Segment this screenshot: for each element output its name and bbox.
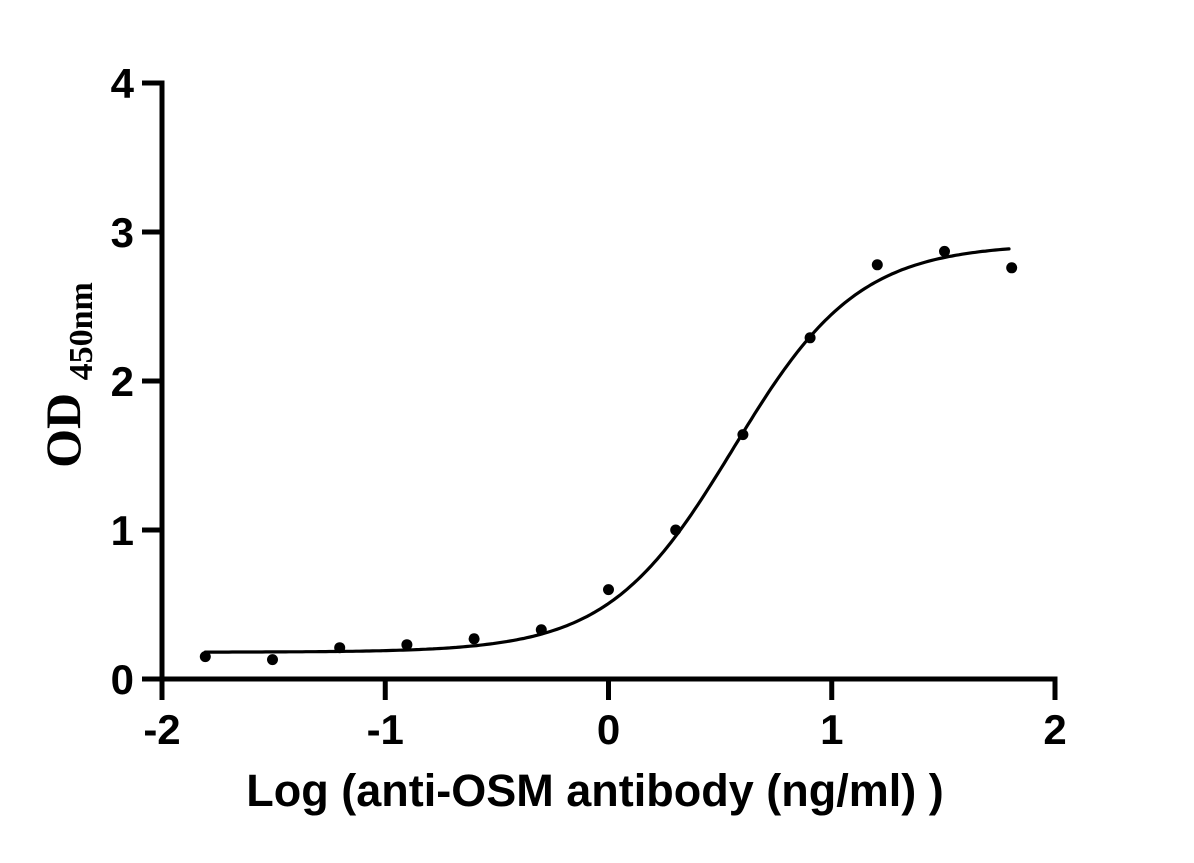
data-point [334,642,346,654]
x-tick-label: -1 [367,706,404,753]
data-point [804,332,816,344]
data-point [871,259,883,271]
data-point [603,584,614,596]
data-points [199,245,1018,666]
data-point [468,633,480,645]
y-axis-ticks [142,80,162,682]
data-point [939,245,950,257]
x-tick-label: 0 [597,706,620,753]
x-tick-label: 1 [820,706,843,753]
data-point [670,524,682,536]
x-tick-label: 2 [1043,706,1066,753]
y-tick-label: 0 [111,656,134,703]
data-point [1006,262,1018,274]
y-axis-title-subscript: 450nm [63,282,100,380]
y-tick-label: 4 [111,60,135,107]
data-point [401,639,413,651]
x-tick-labels: -2 -1 0 1 2 [143,706,1066,753]
x-axis-title: Log (anti-OSM antibody (ng/ml) ) [246,765,943,816]
y-axis-title-main: OD [35,393,91,468]
data-point [737,429,749,441]
y-axis-title: OD 450nm [35,282,100,468]
x-tick-label: -2 [143,706,180,753]
axes [142,80,1058,699]
y-tick-label: 2 [111,358,134,405]
data-point [535,624,547,636]
data-point [267,654,278,666]
y-tick-labels: 0 1 2 3 4 [111,60,135,703]
data-point [199,651,211,663]
y-tick-label: 3 [111,209,134,256]
y-tick-label: 1 [111,507,134,554]
x-axis-ticks [159,679,1058,700]
